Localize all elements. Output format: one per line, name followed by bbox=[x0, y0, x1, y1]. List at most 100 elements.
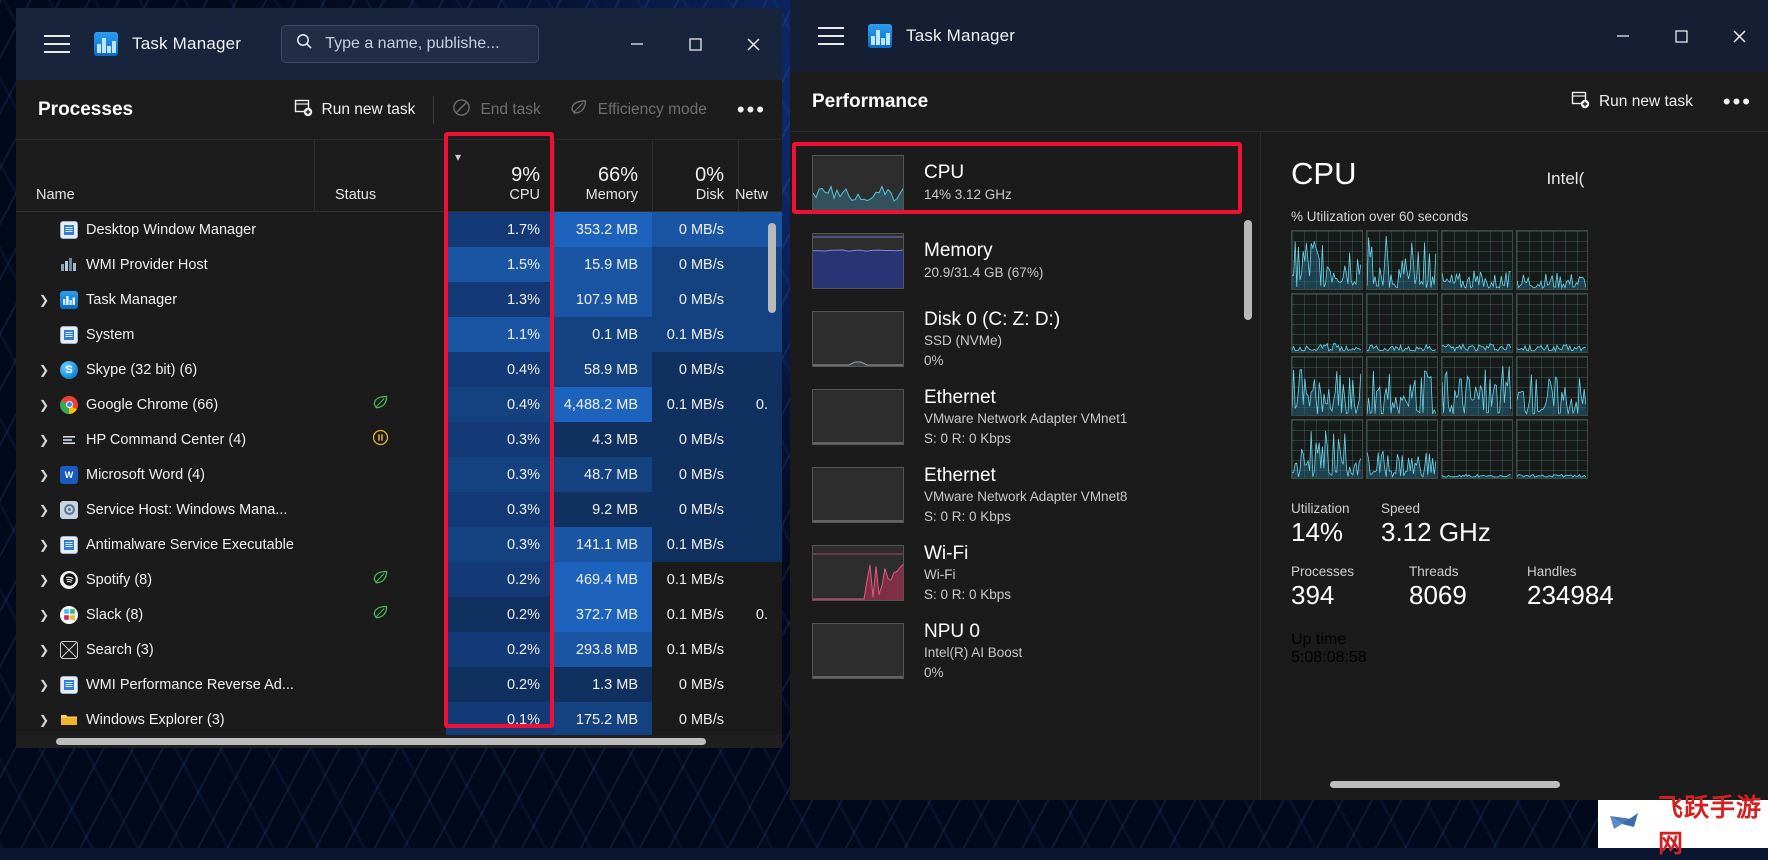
expand-chevron-icon[interactable]: ❯ bbox=[36, 538, 52, 552]
more-options-button[interactable]: ••• bbox=[1707, 91, 1768, 113]
expand-chevron-icon[interactable]: ❯ bbox=[36, 608, 52, 622]
page-title: Processes bbox=[38, 99, 133, 121]
minimize-button[interactable] bbox=[608, 8, 666, 80]
expand-chevron-icon[interactable]: ❯ bbox=[36, 468, 52, 482]
hamburger-menu-icon[interactable] bbox=[808, 20, 854, 52]
process-name: Google Chrome (66) bbox=[86, 397, 218, 413]
window-icon bbox=[60, 326, 78, 344]
expand-chevron-icon[interactable]: ❯ bbox=[36, 398, 52, 412]
process-name: Task Manager bbox=[86, 292, 177, 308]
close-button[interactable] bbox=[724, 8, 782, 80]
cell-cpu: 0.4% bbox=[446, 387, 554, 422]
end-task-button[interactable]: End task bbox=[438, 90, 554, 130]
process-list-hscroll-thumb[interactable] bbox=[56, 738, 706, 745]
column-header-network[interactable]: Netw bbox=[738, 140, 782, 211]
cell-name[interactable]: ❯Desktop Window Manager bbox=[16, 212, 314, 247]
maximize-button[interactable] bbox=[666, 8, 724, 80]
task-manager-performance-window[interactable]: Task Manager Performance Run new task ••… bbox=[790, 0, 1768, 800]
cell-disk: 0.1 MB/s bbox=[652, 597, 738, 632]
table-row[interactable]: ❯WMI Performance Reverse Ad...0.2%1.3 MB… bbox=[16, 667, 782, 702]
maximize-button[interactable] bbox=[1652, 0, 1710, 72]
cell-name[interactable]: ❯WMI Performance Reverse Ad... bbox=[16, 667, 314, 702]
cell-name[interactable]: ❯ Google Chrome (66) bbox=[16, 387, 314, 422]
efficiency-mode-button[interactable]: Efficiency mode bbox=[555, 90, 721, 130]
expand-chevron-icon[interactable]: ❯ bbox=[36, 503, 52, 517]
resource-name: Memory bbox=[924, 239, 1043, 263]
process-list-scrollbar[interactable] bbox=[768, 223, 776, 313]
run-new-task-button[interactable]: Run new task bbox=[280, 90, 430, 130]
end-task-icon bbox=[452, 98, 471, 122]
suspended-pause-icon bbox=[372, 429, 389, 450]
resource-list-item[interactable]: Disk 0 (C: Z: D:)SSD (NVMe)0% bbox=[790, 300, 1260, 378]
column-header-status[interactable]: Status bbox=[314, 140, 446, 211]
expand-chevron-icon[interactable]: ❯ bbox=[36, 713, 52, 727]
run-new-task-button[interactable]: Run new task bbox=[1557, 82, 1707, 122]
cell-name[interactable]: ❯HP Command Center (4) bbox=[16, 422, 314, 457]
search-box[interactable] bbox=[281, 25, 539, 63]
cell-memory: 58.9 MB bbox=[554, 352, 652, 387]
task-manager-processes-window[interactable]: Task Manager Processes Run ne bbox=[16, 8, 782, 748]
more-options-button[interactable]: ••• bbox=[721, 99, 782, 121]
column-header-disk[interactable]: 0% Disk bbox=[652, 140, 738, 211]
cell-name[interactable]: ❯Slack (8) bbox=[16, 597, 314, 632]
expand-chevron-icon[interactable]: ❯ bbox=[36, 363, 52, 377]
process-name: Skype (32 bit) (6) bbox=[86, 362, 197, 378]
resource-name: Wi-Fi bbox=[924, 542, 1011, 566]
search-input[interactable] bbox=[325, 35, 515, 53]
close-button[interactable] bbox=[1710, 0, 1768, 72]
cell-name[interactable]: ❯ Task Manager bbox=[16, 282, 314, 317]
column-header-memory[interactable]: 66% Memory bbox=[554, 140, 652, 211]
skype-icon: S bbox=[60, 361, 78, 379]
logical-processor-graph bbox=[1516, 419, 1588, 479]
task-manager-logo-icon bbox=[868, 24, 892, 48]
cell-name[interactable]: ❯Antimalware Service Executable bbox=[16, 527, 314, 562]
expand-chevron-icon[interactable]: ❯ bbox=[36, 433, 52, 447]
cell-name[interactable]: ❯Service Host: Windows Mana... bbox=[16, 492, 314, 527]
cell-name[interactable]: ❯WMI Provider Host bbox=[16, 247, 314, 282]
cell-cpu: 1.5% bbox=[446, 247, 554, 282]
resource-list-scrollbar[interactable] bbox=[1244, 220, 1252, 320]
expand-chevron-icon[interactable]: ❯ bbox=[36, 573, 52, 587]
column-header-cpu[interactable]: ▾ 9% CPU bbox=[446, 140, 554, 211]
expand-chevron-icon[interactable]: ❯ bbox=[36, 293, 52, 307]
resource-text: Disk 0 (C: Z: D:)SSD (NVMe)0% bbox=[924, 308, 1060, 371]
expand-chevron-icon[interactable]: ❯ bbox=[36, 678, 52, 692]
cell-name[interactable]: ❯ S Skype (32 bit) (6) bbox=[16, 352, 314, 387]
hamburger-menu-icon[interactable] bbox=[34, 28, 80, 60]
cell-name[interactable]: ❯Spotify (8) bbox=[16, 562, 314, 597]
cell-name[interactable]: ❯Windows Explorer (3) bbox=[16, 702, 314, 737]
cell-disk: 0 MB/s bbox=[652, 212, 738, 247]
expand-chevron-icon[interactable]: ❯ bbox=[36, 643, 52, 657]
performance-hscroll-thumb[interactable] bbox=[1330, 781, 1560, 788]
column-header-name[interactable]: Name bbox=[16, 140, 314, 211]
taskmgr-icon bbox=[60, 291, 78, 309]
logical-processor-graph bbox=[1441, 356, 1513, 416]
table-row[interactable]: ❯Service Host: Windows Mana...0.3%9.2 MB… bbox=[16, 492, 782, 527]
cell-name[interactable]: ❯System bbox=[16, 317, 314, 352]
efficiency-mode-icon bbox=[569, 98, 589, 122]
cell-name[interactable]: ❯Search (3) bbox=[16, 632, 314, 667]
cell-cpu: 0.1% bbox=[446, 702, 554, 737]
minimize-button[interactable] bbox=[1594, 0, 1652, 72]
